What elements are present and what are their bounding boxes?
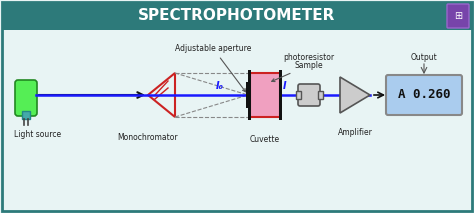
FancyBboxPatch shape: [447, 4, 469, 28]
FancyBboxPatch shape: [298, 84, 320, 106]
Text: Light source: Light source: [14, 130, 61, 139]
Bar: [22, 111, 30, 119]
Text: A 0.260: A 0.260: [398, 88, 450, 102]
Bar: [246, 82, 250, 108]
Text: SPECTROPHOTOMETER: SPECTROPHOTOMETER: [138, 9, 336, 23]
Bar: [2, 2, 472, 30]
Text: Amplifier: Amplifier: [337, 128, 373, 137]
Text: ⊞: ⊞: [454, 11, 462, 21]
Bar: [250, 73, 280, 117]
Text: I₀: I₀: [216, 81, 224, 91]
Bar: [248, 70, 251, 120]
Bar: [279, 70, 282, 120]
FancyBboxPatch shape: [15, 80, 37, 116]
Bar: [296, 91, 301, 99]
Text: Cuvette: Cuvette: [250, 135, 280, 144]
Text: Output: Output: [410, 53, 438, 62]
Bar: [318, 91, 323, 99]
Polygon shape: [340, 77, 370, 113]
Text: Adjustable aperture: Adjustable aperture: [175, 44, 251, 92]
Text: photoresistor: photoresistor: [283, 53, 335, 62]
FancyBboxPatch shape: [386, 75, 462, 115]
Text: I: I: [283, 81, 287, 91]
Text: Sample: Sample: [272, 60, 324, 82]
Text: Monochromator: Monochromator: [118, 133, 178, 142]
